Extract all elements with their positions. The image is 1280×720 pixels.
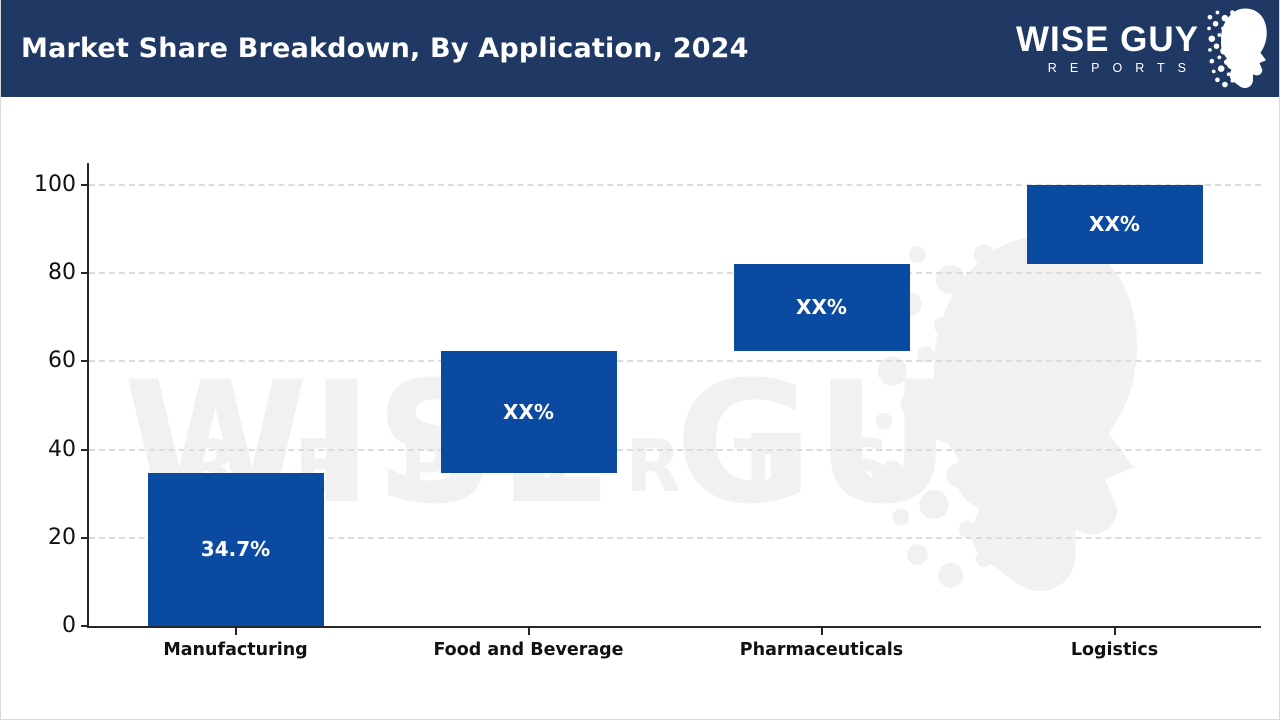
- header-bar: Market Share Breakdown, By Application, …: [1, 0, 1279, 97]
- y-tick-mark: [81, 272, 89, 275]
- y-tick-mark: [81, 360, 89, 363]
- bar-value-label: 34.7%: [200, 537, 271, 562]
- y-tick-mark: [81, 625, 89, 627]
- x-tick-mark: [234, 626, 237, 635]
- bar-segment: 34.7%: [147, 472, 324, 626]
- x-axis-line: [87, 626, 1261, 628]
- x-category-label: Food and Beverage: [433, 640, 624, 660]
- logo-head-icon: [1207, 7, 1267, 88]
- logo-text: WISE GUY REPORTS: [1016, 22, 1199, 75]
- gridline: [89, 272, 1261, 275]
- bar-segment: XX%: [733, 263, 910, 351]
- gridline: [89, 536, 1261, 539]
- gridline: [89, 360, 1261, 363]
- y-tick-label: 20: [48, 524, 76, 550]
- bar-segment: XX%: [440, 350, 617, 473]
- x-category-label: Manufacturing: [163, 640, 308, 660]
- x-tick-mark: [527, 626, 530, 635]
- y-axis-line: [87, 163, 89, 628]
- y-tick-label: 40: [48, 436, 76, 462]
- wiseguy-logo: WISE GUY REPORTS: [1016, 6, 1275, 92]
- x-tick-mark: [1113, 626, 1116, 635]
- y-tick-mark: [81, 448, 89, 451]
- y-tick-mark: [81, 184, 89, 186]
- y-tick-label: 100: [34, 172, 76, 197]
- x-category-label: Pharmaceuticals: [739, 640, 904, 660]
- x-tick-mark: [820, 626, 823, 635]
- bar-segment: XX%: [1026, 185, 1203, 264]
- logo-wordmark: WISE GUY: [1015, 20, 1199, 60]
- y-tick-mark: [81, 536, 89, 539]
- bar-value-label: XX%: [1089, 212, 1140, 237]
- gridline: [89, 184, 1261, 186]
- x-category-label: Logistics: [1070, 640, 1159, 660]
- chart-plot-area: 34.7% XX% XX% XX% 0 20 40 60 80 100 Manufacturin…: [34, 163, 1261, 660]
- bar-value-label: XX%: [796, 295, 847, 320]
- y-tick-label: 0: [62, 613, 76, 638]
- gridline: [89, 448, 1261, 451]
- logo-subtitle: REPORTS: [1047, 61, 1199, 76]
- y-tick-label: 60: [48, 348, 76, 374]
- page-title: Market Share Breakdown, By Application, …: [21, 33, 749, 64]
- y-tick-label: 80: [48, 260, 76, 286]
- bar-value-label: XX%: [503, 399, 554, 424]
